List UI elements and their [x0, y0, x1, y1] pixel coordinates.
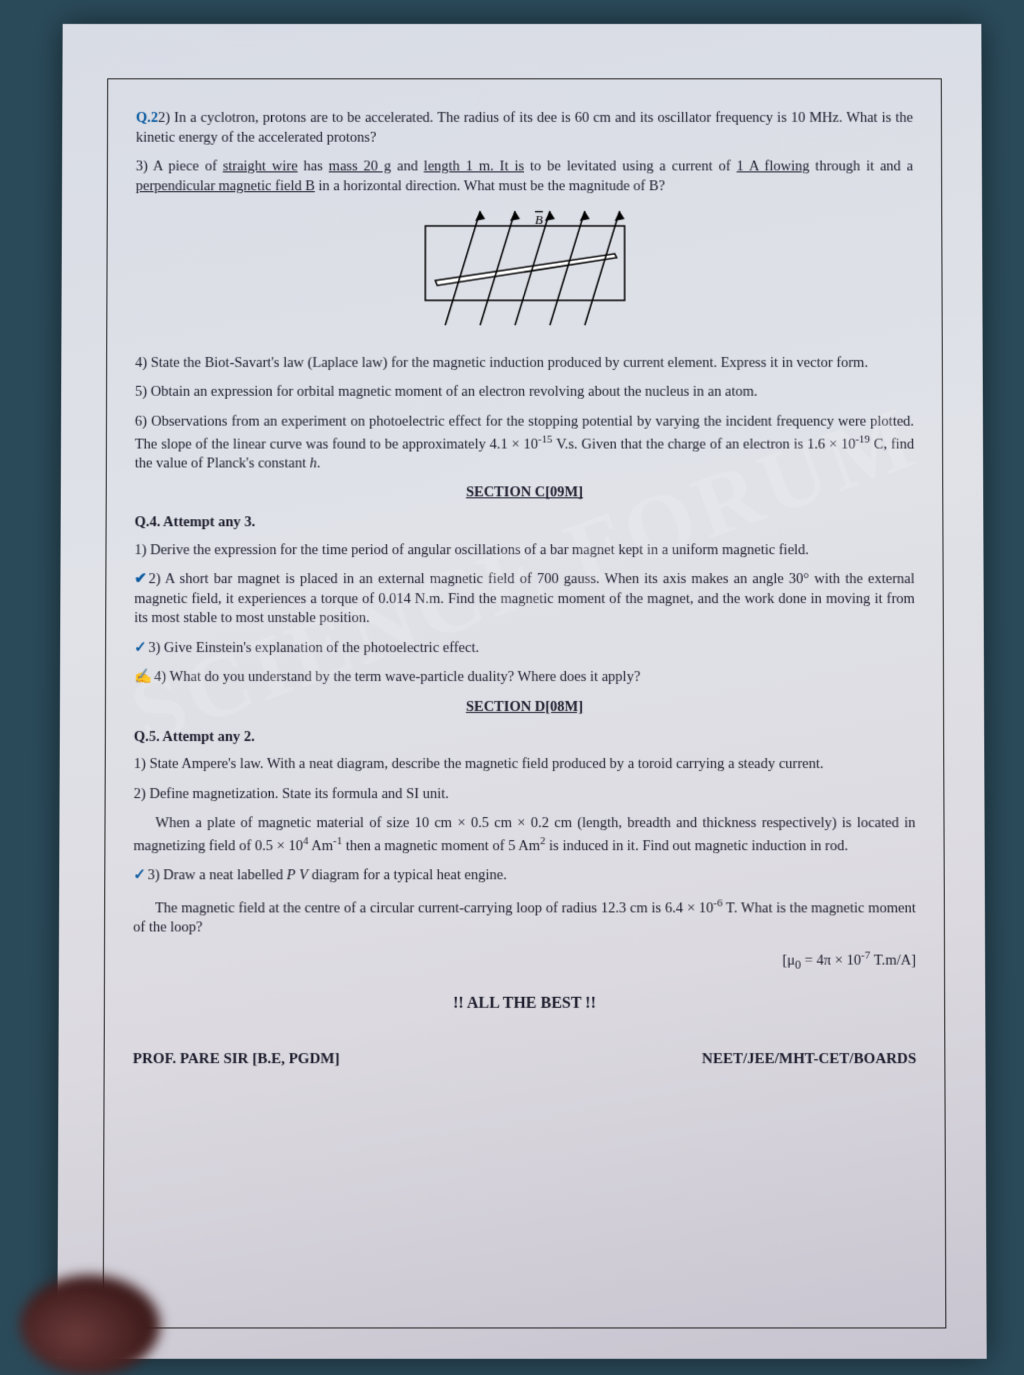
question-2-6: 6) Observations from an experiment on ph… [135, 413, 915, 474]
check-icon: ✔ [134, 571, 146, 587]
thumb-shadow [20, 1275, 160, 1375]
b-vector-label: B [534, 212, 542, 227]
q4-attempt: Q.4. Attempt any 3. [135, 513, 915, 533]
question-5-1: 1) State Ampere's law. With a neat diagr… [134, 755, 916, 775]
q5-attempt: Q.5. Attempt any 2. [134, 728, 915, 748]
check-icon: ✓ [134, 640, 146, 656]
footer-row: PROF. PARE SIR [B.E, PGDM] NEET/JEE/MHT-… [133, 1049, 917, 1069]
field-svg: B [385, 206, 664, 335]
wire-field-diagram: B [135, 206, 914, 342]
content-frame: SCIENCE FORUM Q.22) In a cyclotron, prot… [103, 78, 947, 1328]
handwritten-mark: Q.2 [136, 110, 158, 126]
question-4-4: ✍4) What do you understand by the term w… [134, 668, 915, 688]
check-icon: ✓ [133, 867, 145, 883]
footer-right: NEET/JEE/MHT-CET/BOARDS [702, 1049, 916, 1069]
question-4-1: 1) Derive the expression for the time pe… [134, 541, 914, 561]
check-icon: ✍ [134, 669, 152, 685]
question-4-2: ✔2) A short bar magnet is placed in an e… [134, 570, 915, 629]
question-4-3: ✓3) Give Einstein's explanation of the p… [134, 639, 915, 659]
section-c-heading: SECTION C[09M] [135, 484, 915, 503]
question-2-2: Q.22) In a cyclotron, protons are to be … [136, 109, 913, 148]
question-2-5: 5) Obtain an expression for orbital magn… [135, 383, 914, 402]
question-5-3b: The magnetic field at the centre of a ci… [133, 896, 916, 938]
question-5-3: ✓3) Draw a neat labelled P V diagram for… [133, 866, 915, 886]
question-2-4: 4) State the Biot-Savart's law (Laplace … [135, 354, 914, 373]
question-2-3: 3) A piece of straight wire has mass 20 … [136, 158, 914, 197]
question-5-2b: When a plate of magnetic material of siz… [133, 814, 915, 856]
mu-formula: [μ0 = 4π × 10-7 T.m/A] [133, 948, 916, 972]
all-the-best: !! ALL THE BEST !! [133, 992, 916, 1014]
footer-left: PROF. PARE SIR [B.E, PGDM] [133, 1049, 340, 1069]
question-5-2: 2) Define magnetization. State its formu… [134, 785, 916, 805]
section-d-heading: SECTION D[08M] [134, 698, 915, 718]
paper-sheet: SCIENCE FORUM Q.22) In a cyclotron, prot… [57, 24, 986, 1359]
